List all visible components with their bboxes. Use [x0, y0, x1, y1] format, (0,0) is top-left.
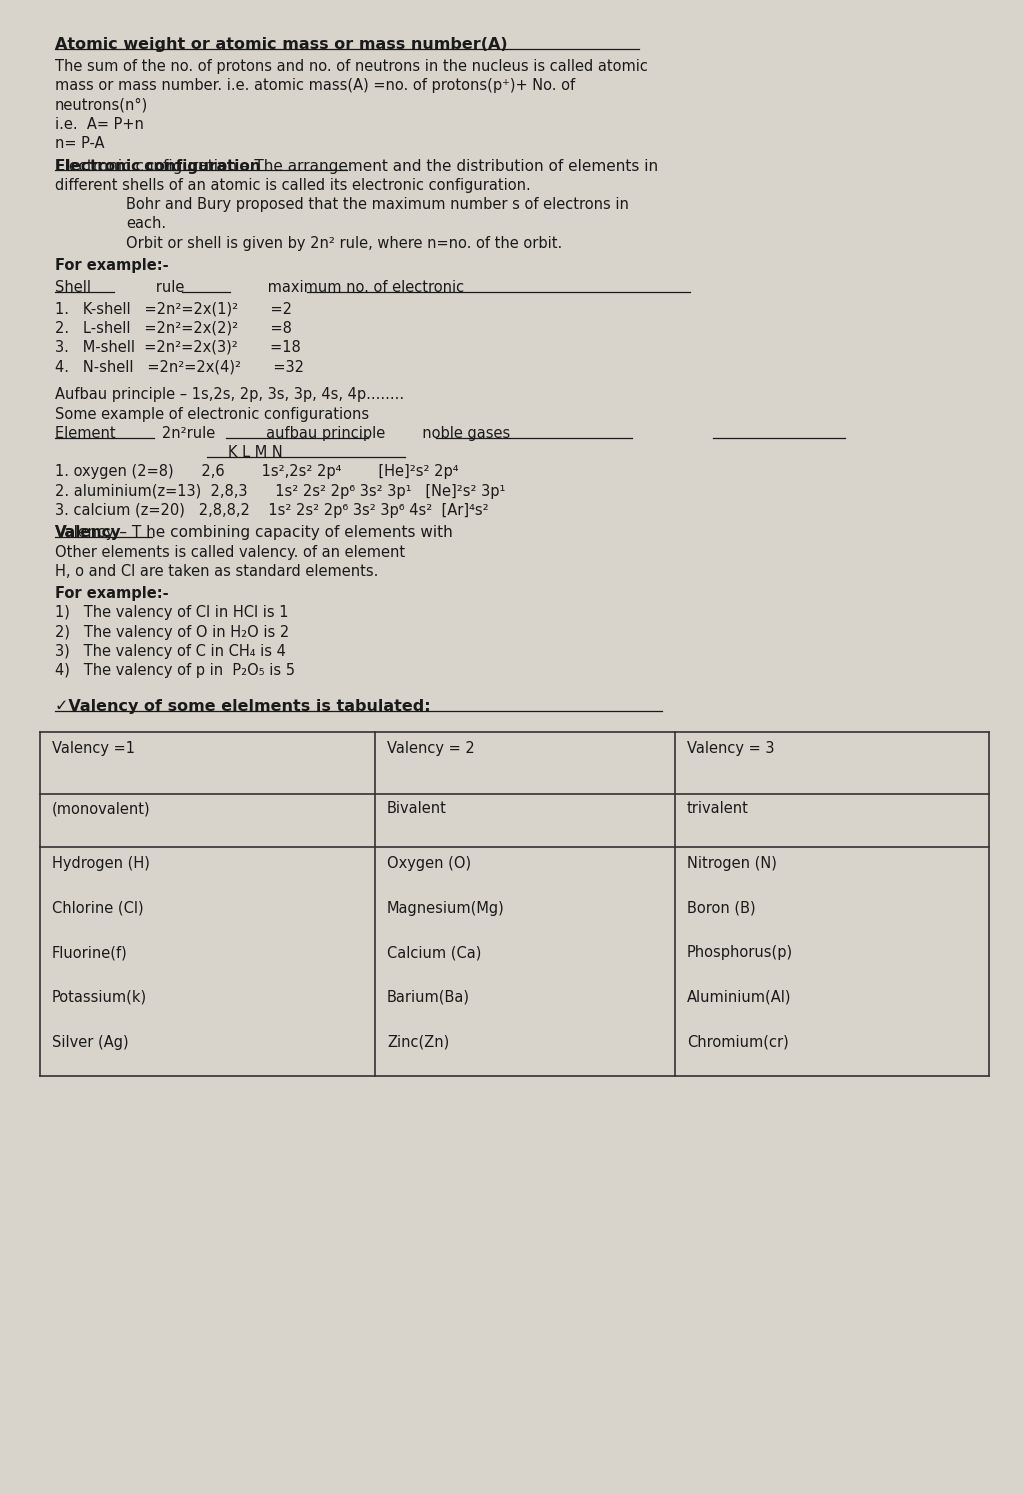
- Text: Valency = 2: Valency = 2: [387, 741, 475, 755]
- Text: Valency: Valency: [55, 526, 122, 540]
- Text: Boron (B): Boron (B): [687, 900, 756, 915]
- Text: n= P-A: n= P-A: [55, 136, 104, 151]
- Text: Atomic weight or atomic mass or mass number(A): Atomic weight or atomic mass or mass num…: [55, 37, 508, 52]
- Text: 4)   The valency of p in  P₂O₅ is 5: 4) The valency of p in P₂O₅ is 5: [55, 663, 295, 678]
- Text: 2)   The valency of O in H₂O is 2: 2) The valency of O in H₂O is 2: [55, 624, 289, 640]
- Text: Shell              rule                  maximum no. of electronic: Shell rule maximum no. of electronic: [55, 281, 464, 296]
- Text: 3. calcium (z=20)   2,8,8,2    1s² 2s² 2p⁶ 3s² 3p⁶ 4s²  [Ar]⁴s²: 3. calcium (z=20) 2,8,8,2 1s² 2s² 2p⁶ 3s…: [55, 503, 488, 518]
- Text: 2. aluminium(z=13)  2,8,3      1s² 2s² 2p⁶ 3s² 3p¹   [Ne]²s² 3p¹: 2. aluminium(z=13) 2,8,3 1s² 2s² 2p⁶ 3s²…: [55, 484, 505, 499]
- Text: Aufbau principle – 1s,2s, 2p, 3s, 3p, 4s, 4p........: Aufbau principle – 1s,2s, 2p, 3s, 3p, 4s…: [55, 387, 404, 402]
- Text: Nitrogen (N): Nitrogen (N): [687, 857, 776, 872]
- Text: Fluorine(f): Fluorine(f): [52, 945, 128, 960]
- Text: Calcium (Ca): Calcium (Ca): [387, 945, 481, 960]
- Text: Phosphorus(p): Phosphorus(p): [687, 945, 793, 960]
- Text: Zinc(Zn): Zinc(Zn): [387, 1035, 450, 1050]
- Text: Chromium(cr): Chromium(cr): [687, 1035, 788, 1050]
- Text: Some example of electronic configurations: Some example of electronic configuration…: [55, 406, 369, 421]
- Text: Barium(Ba): Barium(Ba): [387, 990, 470, 1005]
- Text: Electronic configuration: Electronic configuration: [55, 158, 260, 173]
- Text: The sum of the no. of protons and no. of neutrons in the nucleus is called atomi: The sum of the no. of protons and no. of…: [55, 60, 648, 75]
- Text: Other elements is called valency. of an element: Other elements is called valency. of an …: [55, 545, 406, 560]
- Text: ✓Valency of some elelments is tabulated:: ✓Valency of some elelments is tabulated:: [55, 699, 430, 714]
- Text: mass or mass number. i.e. atomic mass(A) =no. of protons(p⁺)+ No. of: mass or mass number. i.e. atomic mass(A)…: [55, 79, 575, 94]
- Text: Electronic configuration – The arrangement and the distribution of elements in: Electronic configuration – The arrangeme…: [55, 158, 658, 173]
- Text: 1.   K-shell   =2n²=2x(1)²       =2: 1. K-shell =2n²=2x(1)² =2: [55, 302, 292, 317]
- Text: Element          2n²rule           aufbau principle        noble gases: Element 2n²rule aufbau principle noble g…: [55, 426, 510, 440]
- Text: Valency – T he combining capacity of elements with: Valency – T he combining capacity of ele…: [55, 526, 453, 540]
- Text: Aluminium(Al): Aluminium(Al): [687, 990, 792, 1005]
- Text: i.e.  A= P+n: i.e. A= P+n: [55, 116, 143, 131]
- Text: Valency = 3: Valency = 3: [687, 741, 774, 755]
- Text: H, o and Cl are taken as standard elements.: H, o and Cl are taken as standard elemen…: [55, 564, 378, 579]
- Text: 1. oxygen (2=8)      2,6        1s²,2s² 2p⁴        [He]²s² 2p⁴: 1. oxygen (2=8) 2,6 1s²,2s² 2p⁴ [He]²s² …: [55, 464, 459, 479]
- Text: For example:-: For example:-: [55, 258, 169, 273]
- Text: trivalent: trivalent: [687, 802, 749, 817]
- Text: Hydrogen (H): Hydrogen (H): [52, 857, 150, 872]
- Text: neutrons(n°): neutrons(n°): [55, 97, 148, 112]
- Text: Potassium(k): Potassium(k): [52, 990, 147, 1005]
- Text: For example:-: For example:-: [55, 587, 169, 602]
- Text: Magnesium(Mg): Magnesium(Mg): [387, 900, 505, 915]
- Text: Chlorine (Cl): Chlorine (Cl): [52, 900, 143, 915]
- Text: (monovalent): (monovalent): [52, 802, 151, 817]
- Text: Valency =1: Valency =1: [52, 741, 135, 755]
- Text: 3)   The valency of C in CH₄ is 4: 3) The valency of C in CH₄ is 4: [55, 643, 286, 658]
- Text: 4.   N-shell   =2n²=2x(4)²       =32: 4. N-shell =2n²=2x(4)² =32: [55, 358, 304, 375]
- Text: 2.   L-shell   =2n²=2x(2)²       =8: 2. L-shell =2n²=2x(2)² =8: [55, 321, 292, 336]
- Text: 1)   The valency of Cl in HCl is 1: 1) The valency of Cl in HCl is 1: [55, 606, 289, 621]
- Text: Bohr and Bury proposed that the maximum number s of electrons in: Bohr and Bury proposed that the maximum …: [126, 197, 629, 212]
- Text: Silver (Ag): Silver (Ag): [52, 1035, 129, 1050]
- Text: K L M N: K L M N: [227, 445, 283, 460]
- Text: each.: each.: [126, 216, 166, 231]
- Text: Orbit or shell is given by 2n² rule, where n=no. of the orbit.: Orbit or shell is given by 2n² rule, whe…: [126, 236, 562, 251]
- Text: 3.   M-shell  =2n²=2x(3)²       =18: 3. M-shell =2n²=2x(3)² =18: [55, 340, 301, 355]
- Text: Bivalent: Bivalent: [387, 802, 446, 817]
- Text: Oxygen (O): Oxygen (O): [387, 857, 471, 872]
- Text: different shells of an atomic is called its electronic configuration.: different shells of an atomic is called …: [55, 178, 530, 193]
